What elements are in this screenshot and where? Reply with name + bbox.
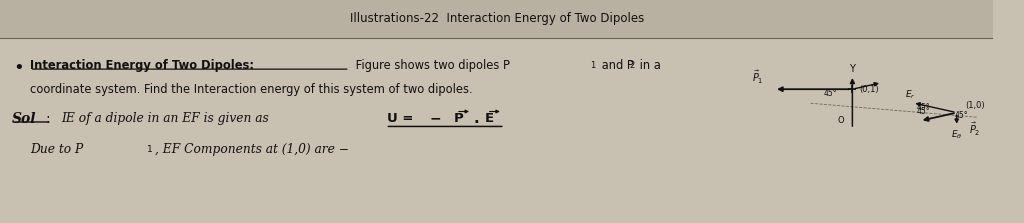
Text: −: − bbox=[429, 112, 440, 126]
Text: U =: U = bbox=[387, 112, 414, 125]
Text: 1: 1 bbox=[147, 145, 153, 154]
Text: .: . bbox=[474, 111, 479, 126]
Text: 45°: 45° bbox=[954, 111, 969, 120]
Text: Sol: Sol bbox=[12, 112, 37, 126]
Text: Figure shows two dipoles P: Figure shows two dipoles P bbox=[351, 59, 510, 72]
FancyBboxPatch shape bbox=[0, 0, 993, 38]
Text: P: P bbox=[454, 112, 464, 125]
Text: O: O bbox=[838, 116, 844, 125]
Text: •: • bbox=[13, 59, 24, 77]
Text: Y: Y bbox=[850, 64, 855, 74]
Text: IE of a dipole in an EF is given as: IE of a dipole in an EF is given as bbox=[61, 112, 269, 125]
Text: $\vec{P}_1$: $\vec{P}_1$ bbox=[752, 69, 764, 86]
Text: (1,0): (1,0) bbox=[965, 101, 985, 110]
Text: Due to P: Due to P bbox=[30, 143, 83, 156]
Text: 45°: 45° bbox=[918, 107, 931, 116]
Text: 1: 1 bbox=[590, 61, 595, 70]
Text: :: : bbox=[46, 112, 50, 126]
Text: coordinate system. Find the Interaction energy of this system of two dipoles.: coordinate system. Find the Interaction … bbox=[30, 83, 472, 96]
Text: 45°: 45° bbox=[823, 89, 837, 98]
Text: E: E bbox=[484, 112, 494, 125]
Text: $E_r$: $E_r$ bbox=[905, 88, 915, 101]
Text: , EF Components at (1,0) are −: , EF Components at (1,0) are − bbox=[155, 143, 349, 156]
Text: 45°: 45° bbox=[918, 103, 931, 112]
Text: (0,1): (0,1) bbox=[860, 85, 880, 94]
Text: and P: and P bbox=[598, 59, 634, 72]
Text: $E_\theta$: $E_\theta$ bbox=[951, 128, 963, 141]
Text: Interaction Energy of Two Dipoles:: Interaction Energy of Two Dipoles: bbox=[30, 59, 254, 72]
Text: $\vec{P}_2$: $\vec{P}_2$ bbox=[969, 121, 981, 138]
Text: in a: in a bbox=[636, 59, 660, 72]
Text: 2: 2 bbox=[630, 61, 635, 70]
Text: Illustrations-22  Interaction Energy of Two Dipoles: Illustrations-22 Interaction Energy of T… bbox=[349, 12, 644, 25]
